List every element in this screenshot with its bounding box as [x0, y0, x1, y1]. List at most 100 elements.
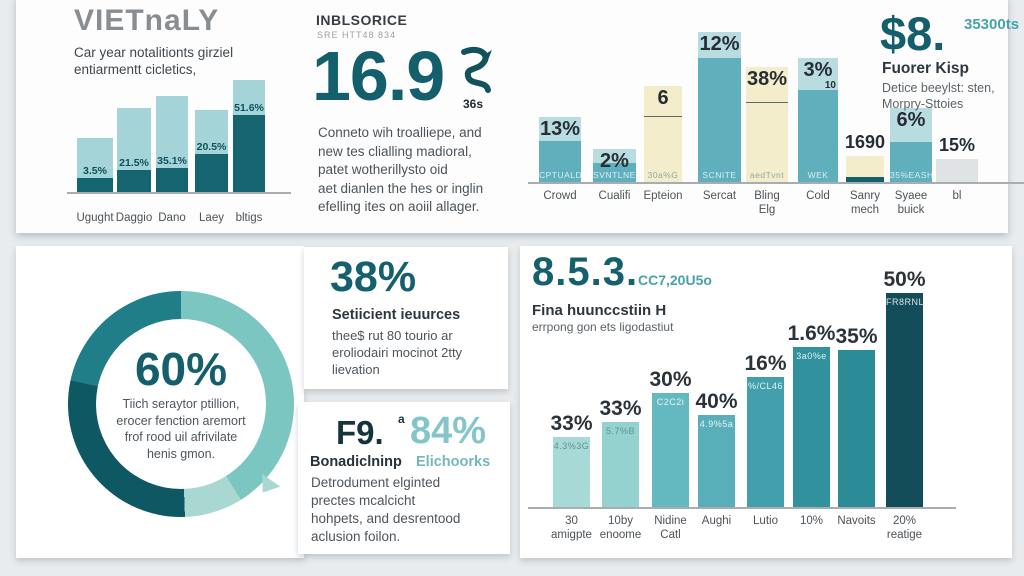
x-axis-label: Syaee buick: [894, 190, 928, 216]
bar-divider-line: [644, 116, 682, 117]
chart-bar: 40% 4.9%5a: [695, 390, 738, 507]
x-axis-label: Aughi: [701, 515, 732, 527]
page-title: VIETnaLY: [74, 4, 220, 37]
bar-value-label: 2%: [600, 150, 629, 172]
bar-value-label: 50%: [883, 268, 926, 291]
bar-value-label: 30%: [649, 368, 692, 391]
bar-value-superscript: 10: [824, 80, 836, 91]
column-chart: 33% 4.3%3G 30 amigpte 33% 5.7%B 10by enoome 30% C…: [528, 268, 968, 541]
chart-bar: 30% C2C2i: [649, 368, 692, 507]
bar-inner-text: C2C2i: [656, 397, 685, 407]
bar-cap: [798, 58, 838, 90]
stat-card-f9: F9. a 84% Bonadiclninp Elichoorks Detrod…: [298, 402, 510, 554]
donut-center-value: 60%: [134, 343, 228, 395]
bar-inner-text: 4.3%3G: [553, 441, 590, 451]
x-axis-label: Daggio: [115, 212, 153, 224]
bar-value-label: 20.5%: [196, 141, 227, 153]
bar-inner-text: 5.7%B: [605, 426, 636, 436]
x-axis-line: [528, 507, 956, 509]
bar-value-label: 6%: [896, 109, 926, 131]
bar-inner-text: 3a0%e: [796, 351, 827, 361]
donut-card: 60% Tiich seraytor ptillion, erocer fenct…: [16, 246, 304, 558]
card-stat-superscript: a: [398, 412, 405, 426]
big-stat-853: 8.5.3.: [532, 250, 639, 294]
bar-cap: [698, 32, 741, 58]
x-axis-label: Sanry mech: [849, 190, 881, 216]
bar-value-label: 3%: [803, 59, 833, 81]
chart-bar: 16% %/CL46: [744, 352, 787, 507]
card-body-text: Detrodument elginted prectes mcalcicht hoh…: [311, 475, 461, 544]
bar-value-label: 3.5%: [83, 165, 107, 177]
chart-bar: 6% 35%EASH: [890, 108, 934, 182]
x-axis-label: Bling Elg: [754, 190, 780, 216]
bar-value-label: 51.6%: [234, 102, 264, 114]
bottom-right-panel: 8.5.3. CC7,20U5o Fina huunccstiin H errp…: [520, 246, 1012, 558]
bar-inner-text: %/CL46: [747, 381, 784, 391]
x-axis-label: Lutio: [753, 515, 778, 527]
bar-value-label: 40%: [695, 390, 738, 413]
bar-value-label: 38%: [746, 68, 788, 90]
bar-footer-text: CPTUALD: [539, 170, 583, 180]
bar-divider-line: [746, 102, 788, 103]
bar-inner-text: 4.9%5a: [699, 419, 734, 429]
chart-bar: 33% 4.3%3G: [550, 412, 593, 507]
chart-bar: 38% aedTvnt: [746, 67, 788, 182]
bar-cap: [539, 117, 581, 141]
chart-bar: 3% 10 WEK: [798, 58, 838, 182]
bar-footer-text: aedTvnt: [749, 170, 785, 180]
bar-dark-segment: [77, 178, 113, 192]
donut-center-text: Tiich seraytor ptillion, erocer fenction …: [116, 397, 246, 461]
card-label-1: Bonadiclninp: [310, 454, 402, 470]
stat-side-value: 35300ts: [964, 16, 1020, 33]
x-axis-label: Nidine Catl: [654, 515, 687, 541]
stat-card-38: 38% Setiicient ieuurces thee$ rut 80 tou…: [304, 247, 508, 389]
bar-value-label: 33%: [599, 397, 642, 420]
bar-footer-text: 35%EASH: [890, 170, 934, 180]
bar-dark-segment: [156, 168, 188, 192]
bar-cap: [890, 108, 932, 142]
bar-value-label: 1.6%: [787, 322, 836, 345]
chart-bar: 2% SVNTLNE: [593, 149, 636, 182]
section-kicker: INBLSORICE: [316, 12, 408, 28]
donut-center: 60% Tiich seraytor ptillion, erocer fenct…: [96, 319, 266, 489]
chart-bar: 13% CPTUALD: [539, 117, 583, 182]
x-axis-label: Navoits: [837, 515, 876, 527]
x-axis-label: bl: [952, 190, 962, 202]
x-axis-label: Dano: [158, 212, 186, 224]
stacked-bar-chart: Ugught Daggio Dano Laey bltigs 3.5% 21.5% 35.1…: [67, 78, 291, 224]
bar-value-label: 15%: [938, 135, 976, 155]
stat-heading: Fuorer Kisp: [882, 60, 969, 77]
donut-arrow-icon: [253, 474, 281, 499]
x-axis-label: 30 amigpte: [551, 515, 592, 541]
donut-chart: 60% Tiich seraytor ptillion, erocer fenct…: [68, 291, 294, 517]
bar-value-label: 35.1%: [157, 155, 187, 167]
bar-dark-segment: [117, 170, 151, 192]
bar-value-label: 33%: [550, 412, 593, 435]
bar-value-label: 13%: [539, 118, 581, 140]
icon-caption: 36s: [463, 97, 484, 111]
bar-value-label: 35%: [835, 325, 878, 348]
bar-value-label: 16%: [744, 352, 787, 375]
card-stat-f9: F9.: [336, 414, 384, 451]
bar-footer-text: WEK: [807, 170, 829, 180]
chart-bar: 1.6% 3a0%e: [788, 322, 835, 507]
chart-subheading: errpong gon ets ligodastiut: [532, 320, 674, 334]
bar-footer-text: 30a%G: [647, 170, 679, 180]
x-axis-label: Crowd: [543, 190, 577, 202]
bar-cap: [593, 149, 636, 163]
card-stat-84: 84%: [410, 410, 487, 452]
section-body-text: Conneto wih troalliepe, and new tes clial…: [318, 125, 484, 214]
scribble-icon: [454, 46, 498, 103]
bar-footer-text: SCNITE: [702, 170, 737, 180]
chart-bar: 33% 5.7%B: [599, 397, 642, 507]
card-body-text: thee$ rut 80 tourio ar eroliodairi mocino…: [332, 328, 463, 377]
bar-footer-text: SVNTLNE: [593, 170, 636, 180]
chart-bar: 15%: [936, 135, 978, 182]
x-axis-label: Cold: [806, 190, 830, 202]
bar-value-label: 6: [657, 87, 669, 109]
card-label-2: Elichoorks: [416, 454, 491, 470]
bar-value-label: 12%: [699, 33, 740, 55]
bar-value-label: 21.5%: [119, 157, 149, 169]
bar-dark-segment: [233, 115, 265, 192]
